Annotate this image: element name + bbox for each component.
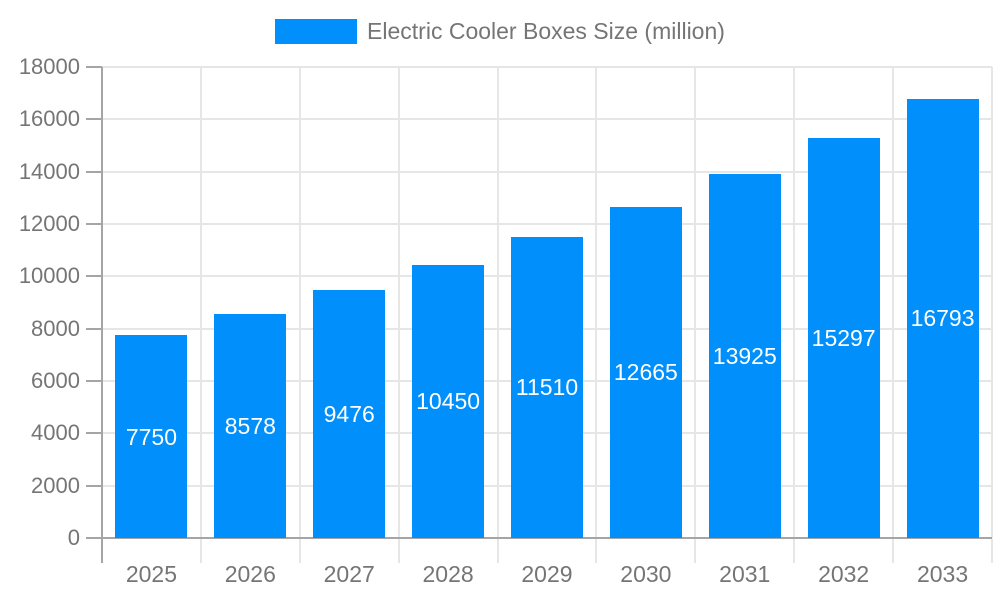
y-axis-line [101,67,103,563]
x-tick-label-2032: 2032 [818,561,870,587]
bar-value-label: 8578 [224,412,276,439]
y-axis-tick [86,275,102,278]
y-axis-tick [86,170,102,173]
x-axis-tick [595,539,598,563]
y-axis-tick [86,432,102,435]
bar-2026[interactable]: 8578 [214,313,287,538]
bar-value-label: 7750 [125,423,178,450]
x-tick-label-2026: 2026 [224,561,276,587]
bar-2025[interactable]: 7750 [115,335,188,538]
bar-value-label: 16793 [910,305,975,332]
x-axis-tick [298,539,301,563]
y-axis-tick [86,118,102,121]
x-axis-tick [397,539,400,563]
y-tick-label-0: 0 [67,525,80,550]
y-tick-label-18000: 18000 [18,54,80,79]
y-tick-label-4000: 4000 [31,420,80,446]
x-axis-line [101,537,992,539]
x-grid-line [793,67,796,538]
x-grid-line [991,67,993,538]
bar-2031[interactable]: 13925 [708,173,781,538]
legend-item[interactable]: Electric Cooler Boxes Size (million) [0,19,1000,44]
bar-2033[interactable]: 16793 [906,98,979,538]
bar-value-label: 13925 [712,342,777,369]
y-grid-line [102,118,992,121]
y-tick-label-12000: 12000 [18,211,80,236]
x-axis-tick [694,539,697,563]
bar-2029[interactable]: 11510 [511,236,583,538]
x-grid-line [397,67,400,538]
y-tick-label-10000: 10000 [18,263,80,289]
y-tick-label-2000: 2000 [31,472,80,498]
x-tick-label-2031: 2031 [719,561,771,587]
bar-value-label: 15297 [811,324,876,351]
bar-2028[interactable]: 10450 [412,264,485,538]
y-tick-label-16000: 16000 [18,106,80,132]
bar-value-label: 11510 [515,374,579,401]
y-axis-tick [86,327,102,330]
x-axis-tick [991,539,993,563]
legend-swatch [275,19,358,44]
bar-value-label: 12665 [613,359,678,386]
x-grid-line [496,67,499,538]
x-tick-label-2033: 2033 [916,561,969,587]
x-grid-line [298,67,301,538]
x-tick-label-2027: 2027 [323,561,375,587]
x-grid-line [892,67,895,538]
y-tick-label-8000: 8000 [31,315,80,341]
y-grid-line [102,223,992,225]
y-grid-line [102,170,992,173]
x-axis-tick [793,539,796,563]
y-tick-label-6000: 6000 [31,368,80,393]
x-grid-line [694,67,697,538]
y-grid-line [102,66,992,68]
x-axis-tick [496,539,499,563]
bar-value-label: 10450 [416,388,481,415]
x-tick-label-2025: 2025 [125,561,178,587]
legend-label: Electric Cooler Boxes Size (million) [367,18,725,44]
x-axis-tick [199,539,202,563]
bar-2030[interactable]: 12665 [609,206,682,538]
x-axis-tick [892,539,895,563]
x-tick-label-2029: 2029 [521,561,573,587]
x-grid-line [595,67,598,538]
y-axis-tick [86,380,102,382]
y-axis-tick [86,484,102,487]
y-tick-label-14000: 14000 [18,158,80,184]
x-tick-label-2030: 2030 [620,561,672,587]
bar-2032[interactable]: 15297 [807,137,880,538]
y-axis-tick [86,66,102,68]
x-grid-line [199,67,202,538]
bar-2027[interactable]: 9476 [313,290,386,538]
y-axis-tick [86,537,102,539]
x-tick-label-2028: 2028 [422,561,474,587]
y-axis-tick [86,223,102,225]
bar-value-label: 9476 [323,401,375,427]
